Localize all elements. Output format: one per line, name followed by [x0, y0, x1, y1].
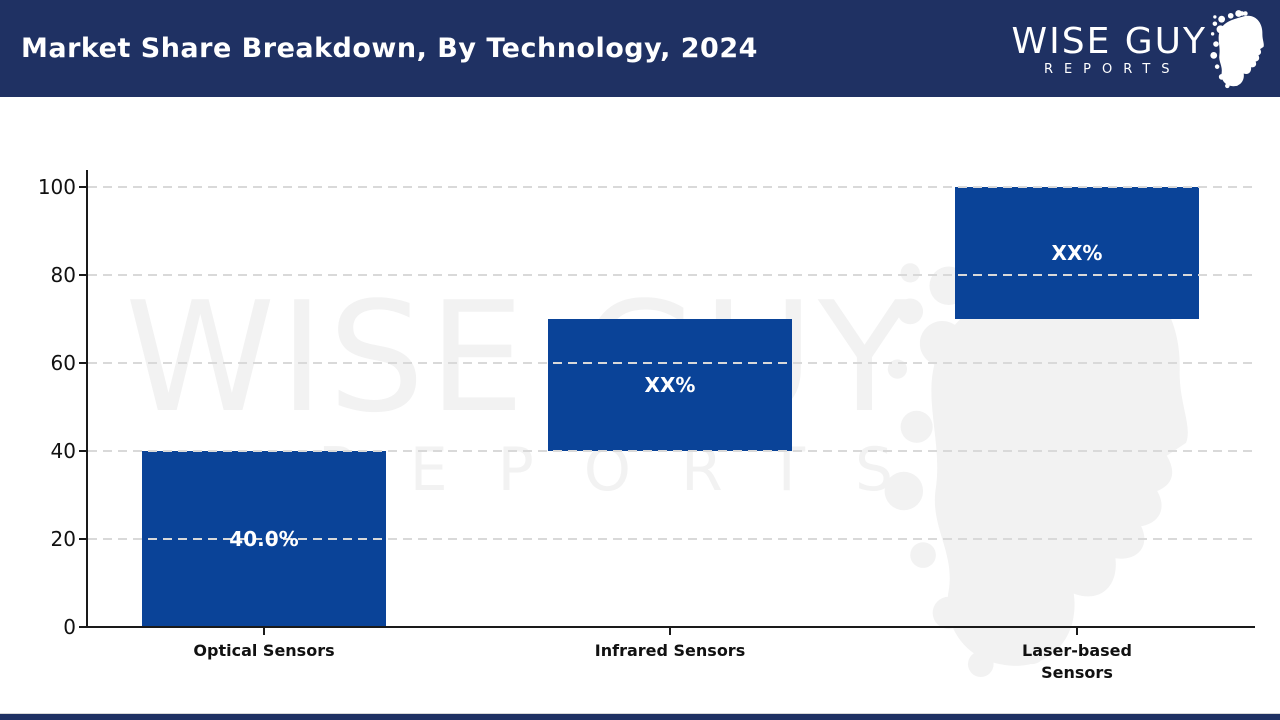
x-tick-label: Infrared Sensors — [594, 641, 746, 660]
gridline — [88, 538, 1255, 540]
wise-guy-reports-logo: WISE GUY REPORTS — [1012, 6, 1267, 94]
footer-stripe — [0, 713, 1280, 720]
x-axis — [86, 626, 1255, 628]
y-axis — [86, 170, 88, 628]
y-tick-mark — [79, 274, 88, 276]
wise-guy-face-icon — [1210, 10, 1264, 89]
logo-text: WISE GUY REPORTS — [1011, 21, 1208, 77]
x-tick-mark — [263, 628, 265, 635]
x-tick-mark — [1076, 628, 1078, 635]
x-tick-mark — [669, 628, 671, 635]
bar-value-label: XX% — [644, 373, 696, 397]
x-tick-label: Optical Sensors — [193, 641, 335, 660]
y-tick-mark — [79, 186, 88, 188]
gridline — [88, 274, 1255, 276]
gridline — [88, 450, 1255, 452]
y-tick-mark — [79, 538, 88, 540]
y-tick-label: 100 — [37, 175, 76, 199]
y-tick-label: 40 — [50, 439, 76, 463]
y-tick-label: 80 — [50, 263, 76, 287]
x-tick-label: Laser-based Sensors — [1022, 641, 1132, 682]
gridline — [88, 362, 1255, 364]
y-tick-mark — [79, 362, 88, 364]
logo-sub-text: REPORTS — [1043, 62, 1181, 77]
watermark-brand-text: WISE GUY — [125, 269, 915, 446]
gridline — [88, 186, 1255, 188]
logo-brand-text: WISE GUY — [1011, 21, 1207, 62]
y-tick-label: 0 — [63, 615, 76, 639]
page-title: Market Share Breakdown, By Technology, 2… — [21, 33, 758, 64]
y-tick-label: 20 — [50, 527, 76, 551]
y-tick-mark — [79, 450, 88, 452]
bar-value-label: 40.0% — [229, 527, 299, 551]
y-tick-mark — [79, 626, 88, 628]
y-tick-label: 60 — [50, 351, 76, 375]
header-bar: Market Share Breakdown, By Technology, 2… — [0, 0, 1280, 97]
bar-segment — [548, 319, 792, 451]
bar-value-label: XX% — [1051, 241, 1103, 265]
